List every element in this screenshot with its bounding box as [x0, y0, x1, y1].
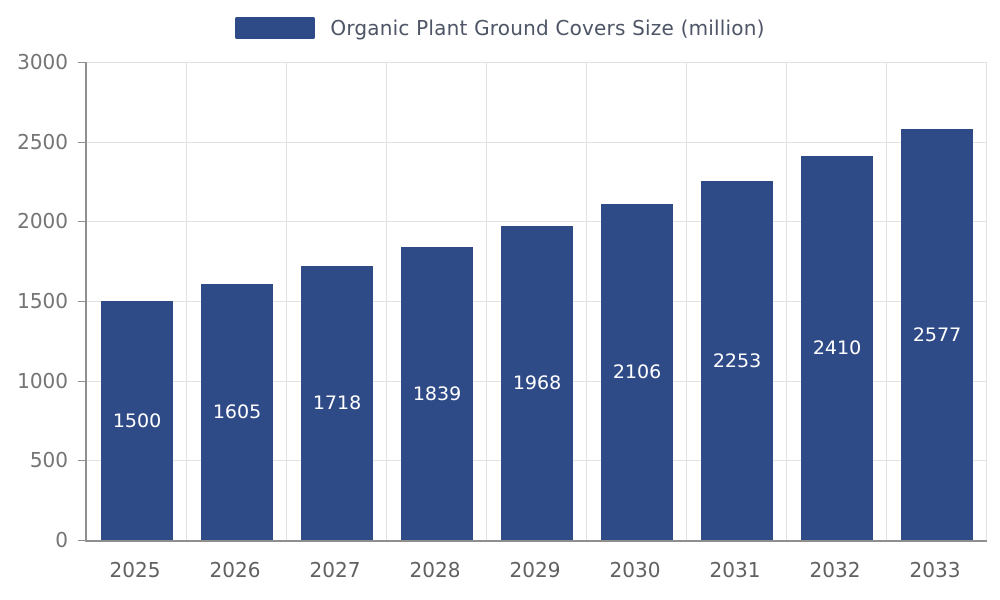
y-axis-tick: [78, 301, 85, 302]
y-tick-label: 2500: [17, 129, 68, 154]
gridline-v: [386, 62, 387, 540]
bar-value-label: 2410: [812, 337, 862, 359]
x-axis-label: 2025: [109, 558, 161, 582]
bar-2025: 1500: [101, 301, 173, 540]
bar-2032: 2410: [801, 156, 873, 540]
x-axis-label: 2028: [409, 558, 461, 582]
y-tick-label: 0: [55, 528, 68, 552]
y-axis-tick: [78, 62, 85, 63]
gridline-v: [586, 62, 587, 540]
bar-2030: 2106: [601, 204, 673, 540]
y-axis-tick: [78, 540, 85, 541]
x-axis-label: 2033: [909, 558, 961, 582]
y-tick-label: 2000: [17, 209, 68, 234]
bar-2027: 1718: [301, 266, 373, 540]
gridline-v: [486, 62, 487, 540]
bar-2029: 1968: [501, 226, 573, 540]
bar-value-label: 1968: [512, 372, 562, 395]
gridline-v: [986, 62, 987, 540]
y-tick-label: 1500: [17, 289, 68, 313]
bar-2033: 2577: [901, 129, 973, 540]
y-tick-label: 3000: [17, 50, 68, 74]
y-tick-label: 500: [29, 448, 68, 473]
bar-value-label: 1839: [412, 382, 462, 405]
bar-value-label: 2106: [612, 361, 662, 384]
bar-2031: 2253: [701, 181, 773, 540]
x-axis-label: 2026: [209, 558, 261, 582]
bar-value-label: 2253: [712, 349, 762, 372]
legend[interactable]: Organic Plant Ground Covers Size (millio…: [0, 16, 1000, 40]
x-axis-label: 2030: [609, 558, 661, 582]
gridline-v: [286, 62, 287, 540]
bar-value-label: 1500: [112, 409, 162, 432]
y-axis-tick: [78, 221, 85, 223]
y-axis-tick: [78, 141, 85, 143]
x-axis-label: 2029: [509, 558, 561, 582]
gridline-v: [186, 62, 187, 540]
bar-value-label: 2577: [912, 323, 962, 346]
gridline-h: [87, 62, 987, 63]
gridline-h: [87, 221, 987, 223]
gridline-h: [87, 141, 987, 143]
gridline-v: [886, 62, 887, 540]
y-axis-tick: [78, 380, 85, 382]
x-axis-label: 2032: [809, 558, 861, 582]
bar-value-label: 1718: [312, 392, 362, 415]
plot-area: 1500 1605 1718 1839 1968 2106 2253 2410 2577: [78, 62, 987, 542]
bar-value-label: 1605: [212, 401, 262, 424]
y-axis-tick: [78, 460, 85, 462]
x-axis-label: 2031: [709, 558, 761, 582]
bar-2026: 1605: [201, 284, 273, 540]
legend-swatch[interactable]: [235, 17, 316, 39]
gridline-v: [786, 62, 787, 540]
chart-title: Organic Plant Ground Covers Size (millio…: [330, 16, 765, 40]
gridline-v: [686, 62, 687, 540]
x-axis-label: 2027: [309, 558, 361, 582]
bar-2028: 1839: [401, 247, 473, 540]
y-tick-label: 1000: [17, 368, 68, 393]
